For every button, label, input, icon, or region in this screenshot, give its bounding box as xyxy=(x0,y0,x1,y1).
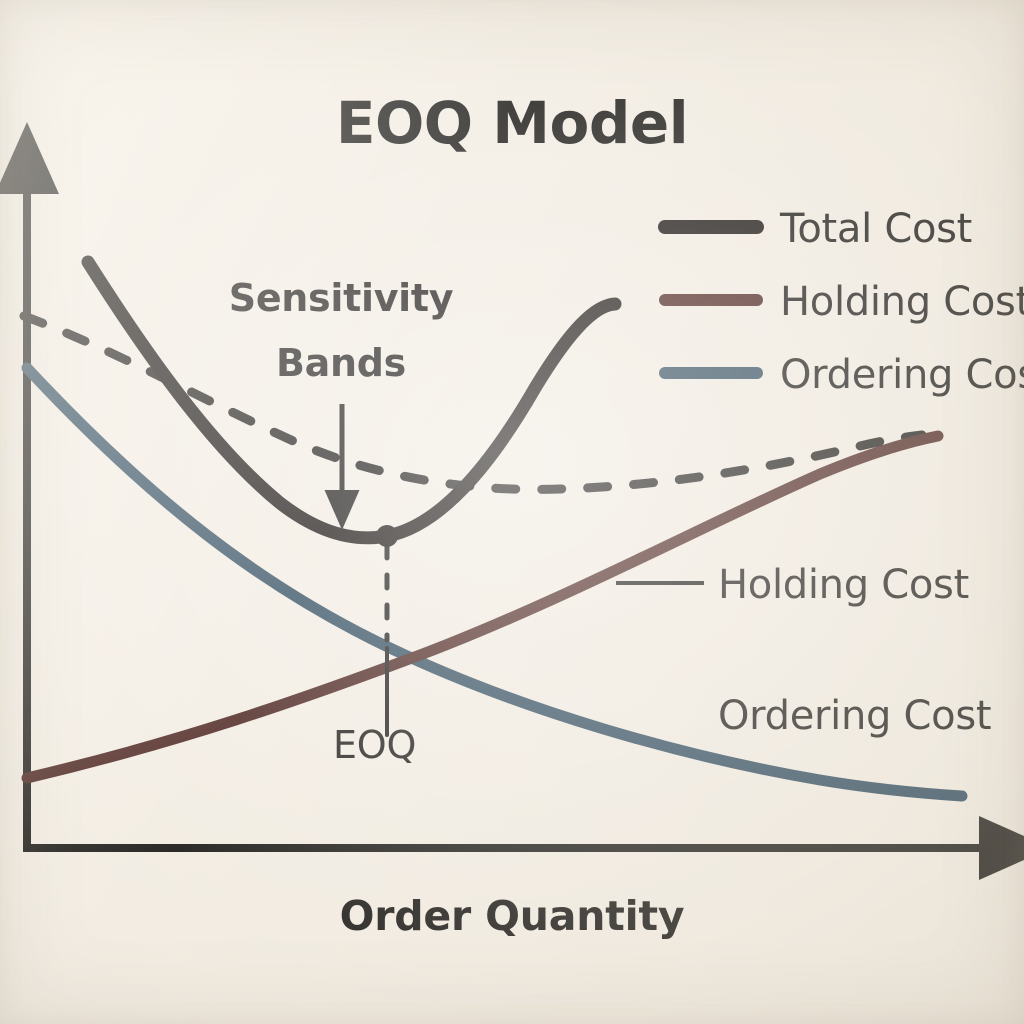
eoq-marker-group xyxy=(376,525,398,737)
legend-label-ordering-cost[interactable]: Ordering Cost xyxy=(780,352,1024,398)
legend-swatches xyxy=(658,220,764,379)
holding-cost-callout-label: Holding Cost xyxy=(718,562,969,608)
eoq-point-marker xyxy=(376,525,398,547)
sensitivity-band-curve xyxy=(19,311,927,494)
ordering-cost-callout-label: Ordering Cost xyxy=(718,693,991,739)
x-axis-label: Order Quantity xyxy=(340,892,685,940)
eoq-label: EOQ xyxy=(333,723,416,767)
sensitivity-annotation-line1: Sensitivity xyxy=(229,276,454,320)
legend-label-holding-cost[interactable]: Holding Cost xyxy=(780,279,1024,325)
sensitivity-annotation-line2: Bands xyxy=(276,341,406,385)
legend-label-total-cost[interactable]: Total Cost xyxy=(779,206,972,252)
page-title: EOQ Model xyxy=(336,89,688,157)
